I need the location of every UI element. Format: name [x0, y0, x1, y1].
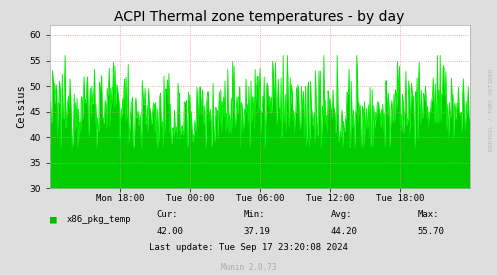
Text: x86_pkg_temp: x86_pkg_temp	[67, 214, 132, 224]
Text: 44.20: 44.20	[331, 227, 357, 236]
Text: 55.70: 55.70	[417, 227, 444, 236]
Text: 37.19: 37.19	[244, 227, 270, 236]
Y-axis label: Celsius: Celsius	[16, 85, 26, 128]
Text: Cur:: Cur:	[157, 210, 178, 219]
Text: Munin 2.0.73: Munin 2.0.73	[221, 263, 276, 272]
Text: Max:: Max:	[417, 210, 439, 219]
Text: Avg:: Avg:	[331, 210, 352, 219]
Title: ACPI Thermal zone temperatures - by day: ACPI Thermal zone temperatures - by day	[114, 10, 405, 24]
Text: Last update: Tue Sep 17 23:20:08 2024: Last update: Tue Sep 17 23:20:08 2024	[149, 243, 348, 252]
Text: RRDTOOL / TOBI OETIKER: RRDTOOL / TOBI OETIKER	[488, 69, 493, 151]
Text: ■: ■	[50, 214, 57, 224]
Text: 42.00: 42.00	[157, 227, 183, 236]
Text: Min:: Min:	[244, 210, 265, 219]
